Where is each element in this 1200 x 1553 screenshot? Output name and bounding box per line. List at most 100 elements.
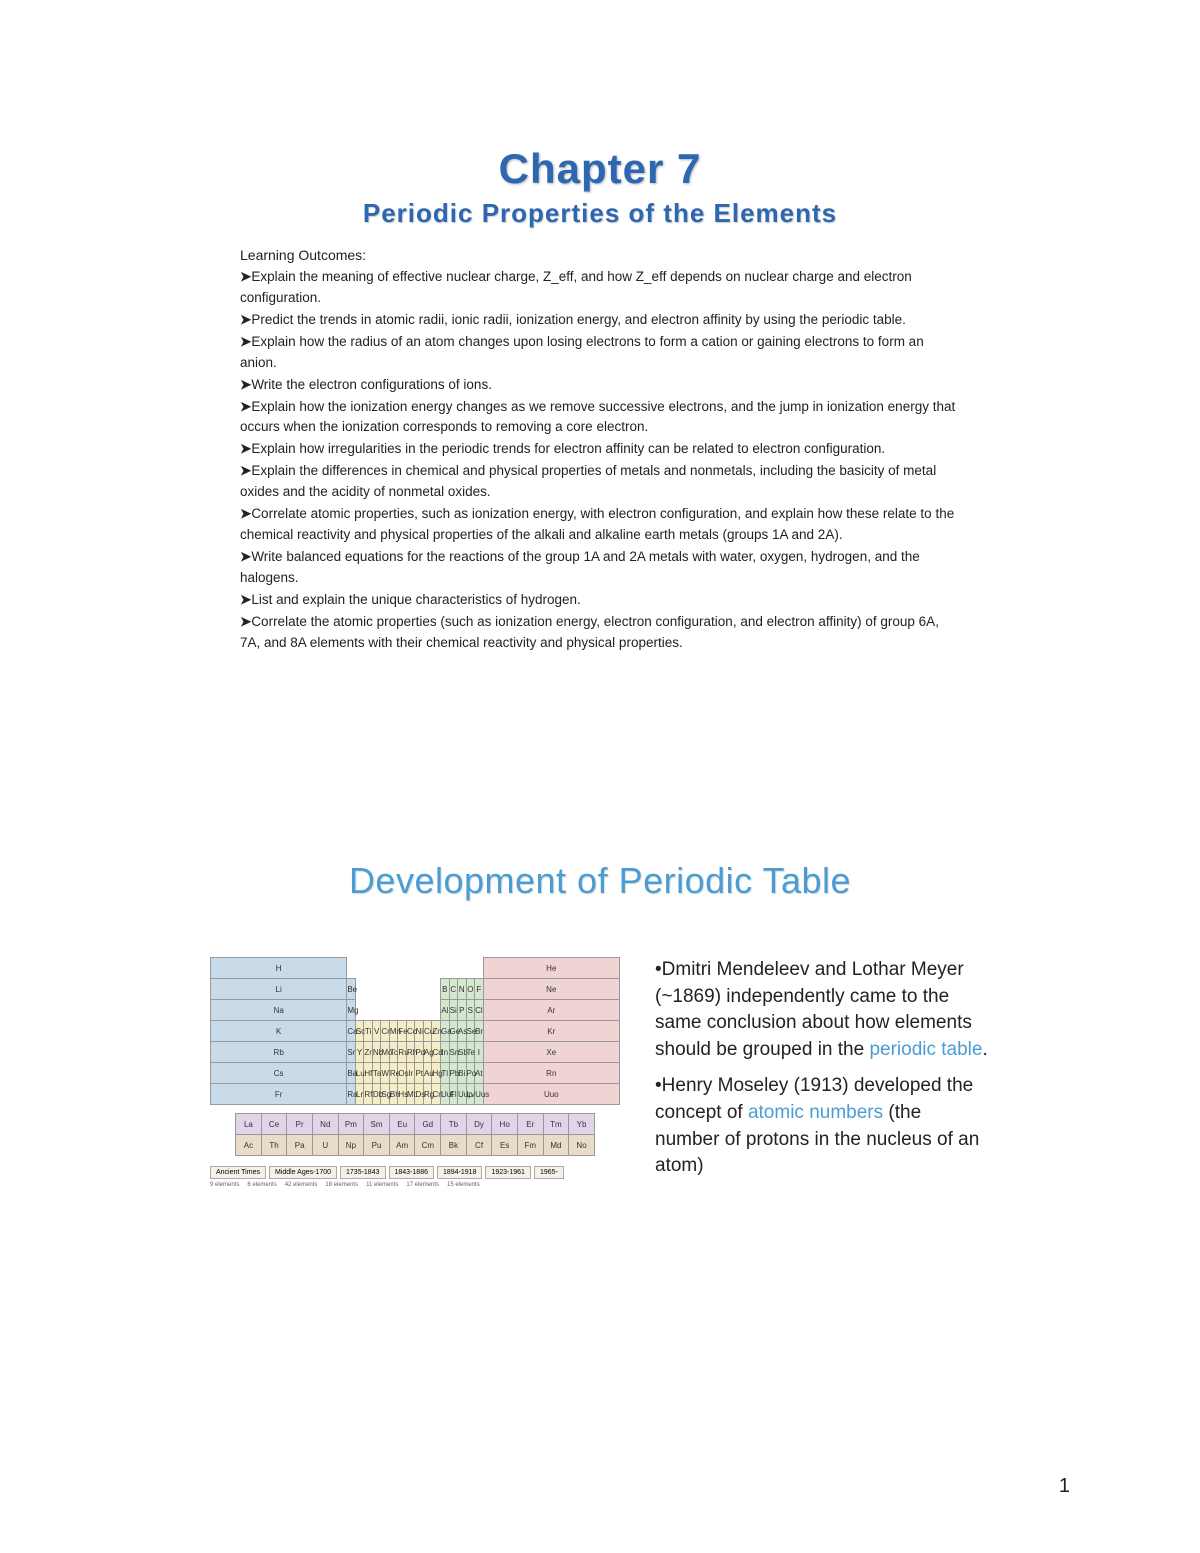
element-cell: Li	[211, 979, 347, 1000]
element-cell: Sb	[458, 1042, 467, 1063]
element-cell: Ca	[347, 1021, 356, 1042]
element-cell: Ir	[406, 1063, 415, 1084]
element-cell: Cu	[423, 1021, 432, 1042]
element-cell: Tb	[441, 1114, 467, 1135]
outcome-text: Predict the trends in atomic radii, ioni…	[251, 312, 906, 327]
arrow-icon: ➤	[240, 592, 251, 607]
element-cell: Ba	[347, 1063, 356, 1084]
timeline-label: 18 elements	[325, 1182, 358, 1188]
outcome-item: ➤Write the electron configurations of io…	[240, 375, 960, 396]
element-cell: Sc	[355, 1021, 364, 1042]
element-cell: Sn	[449, 1042, 458, 1063]
element-cell: Pr	[287, 1114, 313, 1135]
paragraph-1: •Dmitri Mendeleev and Lothar Meyer (~186…	[655, 957, 990, 1063]
element-cell: Mn	[389, 1021, 398, 1042]
paragraph-2: •Henry Moseley (1913) developed the conc…	[655, 1073, 990, 1179]
element-cell: Tm	[543, 1114, 569, 1135]
element-cell: Hg	[432, 1063, 441, 1084]
element-cell: Uuo	[483, 1084, 619, 1105]
outcome-item: ➤Explain how irregularities in the perio…	[240, 439, 960, 460]
arrow-icon: ➤	[240, 377, 251, 392]
element-cell	[594, 1114, 620, 1135]
element-cell: Ce	[261, 1114, 287, 1135]
timeline-box: 1894-1918	[437, 1166, 482, 1179]
element-cell: Lr	[355, 1084, 364, 1105]
element-cell: Pa	[287, 1135, 313, 1156]
element-cell: Te	[466, 1042, 475, 1063]
element-cell: Au	[423, 1063, 432, 1084]
outcome-item: ➤Predict the trends in atomic radii, ion…	[240, 310, 960, 331]
timeline-labels: 9 elements6 elements42 elements18 elemen…	[210, 1182, 630, 1188]
element-cell: N	[458, 979, 467, 1000]
element-cell: Hf	[364, 1063, 373, 1084]
element-cell: Cd	[432, 1042, 441, 1063]
element-cell: Os	[398, 1063, 407, 1084]
element-cell: Ta	[372, 1063, 381, 1084]
element-cell: Na	[211, 1000, 347, 1021]
element-cell: Re	[389, 1063, 398, 1084]
element-cell: Fr	[211, 1084, 347, 1105]
periodic-table-container: HHeLiBeBCNOFNeNaMgAlSiPSClArKCaScTiVCrMn…	[210, 957, 630, 1190]
chapter-title: Chapter 7	[240, 145, 960, 193]
element-cell: No	[569, 1135, 595, 1156]
element-cell	[347, 958, 483, 979]
element-cell: Md	[543, 1135, 569, 1156]
element-cell: Cl	[475, 1000, 484, 1021]
timeline-box: Middle Ages-1700	[269, 1166, 337, 1179]
outcome-text: Write balanced equations for the reactio…	[240, 549, 920, 585]
element-cell: Pb	[449, 1063, 458, 1084]
arrow-icon: ➤	[240, 463, 251, 478]
element-cell: Eu	[389, 1114, 415, 1135]
slide2-title: Development of Periodic Table	[210, 860, 990, 902]
slide-2: Development of Periodic Table HHeLiBeBCN…	[210, 860, 990, 1190]
element-cell	[594, 1135, 620, 1156]
element-cell: Cm	[415, 1135, 441, 1156]
element-cell: Si	[449, 1000, 458, 1021]
element-cell: Db	[372, 1084, 381, 1105]
element-cell: U	[312, 1135, 338, 1156]
element-cell: Ag	[423, 1042, 432, 1063]
element-cell: La	[236, 1114, 262, 1135]
outcome-text: Explain how the radius of an atom change…	[240, 334, 924, 370]
slide2-content: HHeLiBeBCNOFNeNaMgAlSiPSClArKCaScTiVCrMn…	[210, 957, 990, 1190]
element-cell: F	[475, 979, 484, 1000]
periodic-table: HHeLiBeBCNOFNeNaMgAlSiPSClArKCaScTiVCrMn…	[210, 957, 620, 1105]
element-cell: Dy	[466, 1114, 492, 1135]
element-cell: Lv	[466, 1084, 475, 1105]
element-cell: H	[211, 958, 347, 979]
element-cell: Xe	[483, 1042, 619, 1063]
element-cell: Rn	[483, 1063, 619, 1084]
element-cell: Zr	[364, 1042, 373, 1063]
element-cell: Bi	[458, 1063, 467, 1084]
timeline-box: 1923-1961	[485, 1166, 530, 1179]
element-cell: Th	[261, 1135, 287, 1156]
element-cell: Np	[338, 1135, 364, 1156]
element-cell	[355, 1000, 440, 1021]
timeline-box: Ancient Times	[210, 1166, 266, 1179]
outcome-item: ➤Explain the meaning of effective nuclea…	[240, 267, 960, 309]
element-cell: Fl	[449, 1084, 458, 1105]
element-cell	[210, 1135, 236, 1156]
element-cell: Pd	[415, 1042, 424, 1063]
element-cell: S	[466, 1000, 475, 1021]
element-cell: Lu	[355, 1063, 364, 1084]
body-text: •Dmitri Mendeleev and Lothar Meyer (~186…	[655, 957, 990, 1190]
chapter-subtitle: Periodic Properties of the Elements	[240, 198, 960, 229]
element-cell: Ra	[347, 1084, 356, 1105]
outcome-text: Explain how the ionization energy change…	[240, 399, 955, 435]
element-cell: Ar	[483, 1000, 619, 1021]
element-cell: Hs	[398, 1084, 407, 1105]
outcome-text: Explain the meaning of effective nuclear…	[240, 269, 912, 305]
outcome-text: Correlate atomic properties, such as ion…	[240, 506, 954, 542]
element-cell: P	[458, 1000, 467, 1021]
element-cell: Tc	[389, 1042, 398, 1063]
element-cell: Ds	[415, 1084, 424, 1105]
element-cell: Gd	[415, 1114, 441, 1135]
timeline-box: 1735-1843	[340, 1166, 385, 1179]
outcome-item: ➤Correlate the atomic properties (such a…	[240, 612, 960, 654]
timeline-box: 1843-1886	[389, 1166, 434, 1179]
element-cell: Rb	[211, 1042, 347, 1063]
element-cell: B	[441, 979, 450, 1000]
timeline-label: 9 elements	[210, 1182, 239, 1188]
element-cell: Cn	[432, 1084, 441, 1105]
